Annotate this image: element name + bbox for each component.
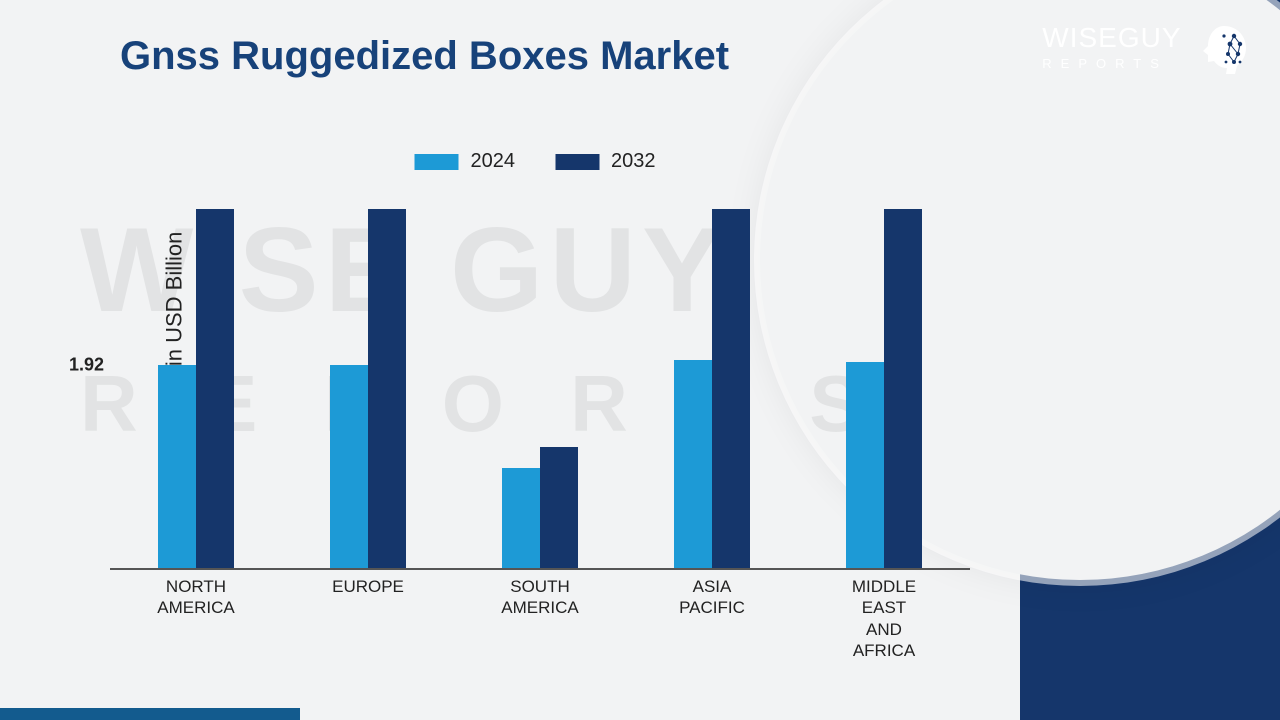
- category-label: MIDDLE EAST AND AFRICA: [852, 576, 916, 661]
- legend-item: 2024: [415, 150, 516, 173]
- brand-logo: WISEGUY REPORTS: [1042, 22, 1250, 78]
- plot-area: NORTH AMERICAEUROPESOUTH AMERICAASIA PAC…: [110, 190, 970, 570]
- bar: [712, 209, 750, 568]
- bar: [196, 209, 234, 568]
- bar-group: SOUTH AMERICA: [454, 190, 626, 568]
- bar-set: [846, 209, 922, 568]
- legend-swatch: [555, 154, 599, 170]
- brand-logo-text: WISEGUY REPORTS: [1042, 22, 1181, 71]
- brand-head-icon: [1194, 22, 1250, 78]
- bar: [674, 360, 712, 568]
- bar: [846, 362, 884, 568]
- bar: [158, 365, 196, 568]
- bar-groups: NORTH AMERICAEUROPESOUTH AMERICAASIA PAC…: [110, 190, 970, 568]
- legend-item: 2032: [555, 150, 656, 173]
- bar-group: ASIA PACIFIC: [626, 190, 798, 568]
- bar-group: EUROPE: [282, 190, 454, 568]
- legend-swatch: [415, 154, 459, 170]
- bar-set: [158, 209, 234, 568]
- legend-label: 2032: [611, 150, 656, 173]
- bar: [540, 447, 578, 568]
- brand-logo-line1: WISEGUY: [1042, 22, 1181, 54]
- bar-group: NORTH AMERICA: [110, 190, 282, 568]
- stage: WISE GUY R E P O R T S Gnss Ruggedized B…: [0, 0, 1280, 720]
- bar-set: [330, 209, 406, 568]
- chart-title: Gnss Ruggedized Boxes Market: [120, 34, 729, 79]
- bar: [368, 209, 406, 568]
- footer-stripe: [0, 708, 300, 720]
- legend: 2024 2032: [415, 150, 656, 173]
- brand-logo-word2: GUY: [1118, 22, 1182, 53]
- bar-set: [674, 209, 750, 568]
- bar: [502, 468, 540, 568]
- bar: [884, 209, 922, 568]
- bar-chart: Market Size in USD Billion 20242032 NORT…: [100, 150, 970, 570]
- legend-label: 2024: [471, 150, 516, 173]
- bar-set: [502, 447, 578, 568]
- category-label: ASIA PACIFIC: [679, 576, 745, 619]
- brand-logo-word1: WISE: [1042, 22, 1118, 53]
- y-tick-label: 1.92: [69, 355, 104, 376]
- category-label: NORTH AMERICA: [157, 576, 234, 619]
- bar: [330, 365, 368, 568]
- brand-logo-line2: REPORTS: [1042, 56, 1181, 71]
- category-label: SOUTH AMERICA: [501, 576, 578, 619]
- category-label: EUROPE: [332, 576, 404, 597]
- bar-group: MIDDLE EAST AND AFRICA: [798, 190, 970, 568]
